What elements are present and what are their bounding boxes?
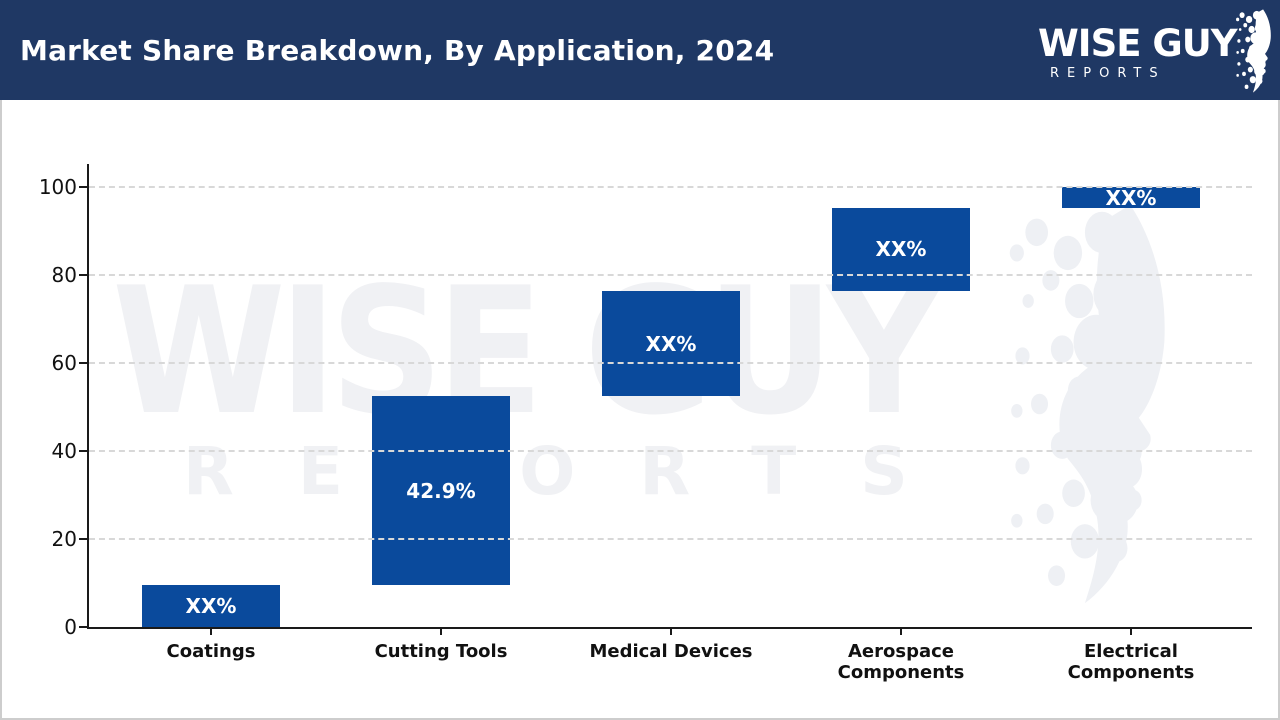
y-tick-label-40: 40 xyxy=(51,439,77,463)
x-tick-4 xyxy=(900,628,902,635)
x-tick-2 xyxy=(440,628,442,635)
y-tick-label-80: 80 xyxy=(51,263,77,287)
gridline-100 xyxy=(89,186,1252,188)
y-tick-label-20: 20 xyxy=(51,527,77,551)
bar-value-label: XX% xyxy=(185,594,237,619)
bar-medical-devices xyxy=(602,290,740,397)
gridline-20 xyxy=(89,538,1252,540)
bar-value-label: XX% xyxy=(645,331,697,356)
category-label-aerospace-components: Aerospace Components xyxy=(837,641,965,683)
gridline-80 xyxy=(89,274,1252,276)
y-tick-60 xyxy=(79,362,87,364)
bar-value-label: 42.9% xyxy=(406,478,476,503)
bar-aerospace-components xyxy=(832,208,970,291)
y-tick-0 xyxy=(79,626,87,628)
brand-head-icon xyxy=(1202,8,1272,94)
y-tick-label-0: 0 xyxy=(64,615,77,639)
header-bar: Market Share Breakdown, By Application, … xyxy=(0,0,1280,100)
category-label-cutting-tools: Cutting Tools xyxy=(374,641,508,662)
x-axis-line xyxy=(87,627,1252,629)
bar-value-label: XX% xyxy=(875,237,927,262)
brand-logo-subtitle: REPORTS xyxy=(1050,66,1166,81)
gridline-40 xyxy=(89,450,1252,452)
bar-value-label: XX% xyxy=(1105,185,1157,210)
x-tick-5 xyxy=(1130,628,1132,635)
x-tick-1 xyxy=(210,628,212,635)
brand-logo: WISE GUY REPORTS xyxy=(1006,0,1272,100)
y-tick-80 xyxy=(79,274,87,276)
y-tick-100 xyxy=(79,186,87,188)
y-tick-20 xyxy=(79,538,87,540)
y-tick-label-60: 60 xyxy=(51,351,77,375)
bar-cutting-tools xyxy=(372,396,510,586)
gridline-60 xyxy=(89,362,1252,364)
bar-coatings xyxy=(142,585,280,627)
x-tick-3 xyxy=(670,628,672,635)
page-title: Market Share Breakdown, By Application, … xyxy=(20,33,775,67)
y-axis-line xyxy=(87,164,89,629)
bar-electrical-components xyxy=(1062,187,1200,209)
category-label-coatings: Coatings xyxy=(166,641,256,662)
y-tick-40 xyxy=(79,450,87,452)
brand-logo-title: WISE GUY xyxy=(1038,22,1238,65)
category-label-medical-devices: Medical Devices xyxy=(589,641,753,662)
y-tick-label-100: 100 xyxy=(38,175,77,199)
category-label-electrical-components: Electrical Components xyxy=(1067,641,1195,683)
